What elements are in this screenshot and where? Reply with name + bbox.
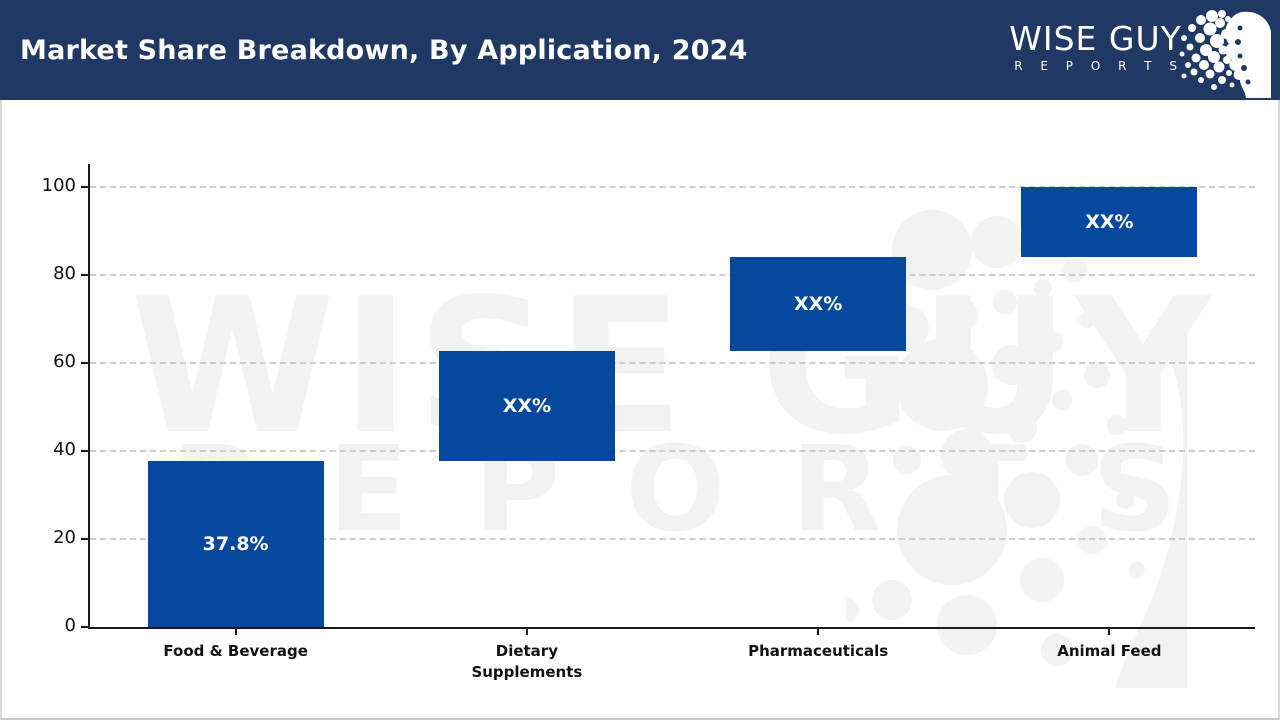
y-tick-mark <box>81 450 89 452</box>
y-axis-line <box>88 164 90 629</box>
brand-subtitle: R E P O R T S <box>1014 59 1184 73</box>
bar-value-label: XX% <box>1085 210 1134 233</box>
x-category-label: Food & Beverage <box>163 642 308 660</box>
brand-name: WISE GUY <box>1009 19 1182 58</box>
gridline <box>90 538 1255 540</box>
y-tick-mark <box>81 538 89 540</box>
chart-panel: WISE GUY R E P O R T S 0 20 40 60 80 100 37.8%… <box>0 100 1280 720</box>
dot-face-logo-icon <box>1179 10 1271 98</box>
y-tick-mark <box>81 274 89 276</box>
brand-logo-text: WISE GUY R E P O R T S <box>1009 22 1184 73</box>
x-tick-mark <box>525 627 528 635</box>
y-tick-mark <box>81 626 89 628</box>
brand-logo: WISE GUY R E P O R T S <box>1009 10 1274 98</box>
gridline <box>90 274 1255 276</box>
bar-segment <box>1021 187 1198 257</box>
x-axis-line <box>88 627 1255 629</box>
y-tick-label: 60 <box>53 351 76 372</box>
x-tick-mark <box>817 627 820 635</box>
header-bar: Market Share Breakdown, By Application, … <box>0 0 1280 100</box>
y-tick-mark <box>81 362 89 364</box>
bar-value-label: XX% <box>793 293 843 316</box>
x-tick-mark <box>234 627 237 635</box>
bar-segment <box>438 351 615 461</box>
y-tick-label: 0 <box>64 615 76 636</box>
x-tick-mark <box>1108 627 1111 635</box>
x-category-label: Dietary Supplements <box>471 642 583 681</box>
y-tick-mark <box>81 186 89 188</box>
gridline <box>90 362 1255 364</box>
y-tick-label: 40 <box>53 439 76 460</box>
bar-segment <box>730 256 907 352</box>
y-tick-label: 20 <box>53 527 76 548</box>
gridline <box>90 450 1255 452</box>
bar-value-label: 37.8% <box>202 532 269 555</box>
gridline <box>90 186 1255 188</box>
x-category-label: Pharmaceuticals <box>748 642 889 660</box>
bar-segment <box>147 460 324 627</box>
y-tick-label: 100 <box>41 175 76 196</box>
bar-value-label: XX% <box>502 394 552 417</box>
page-title: Market Share Breakdown, By Application, … <box>20 34 748 66</box>
y-tick-label: 80 <box>53 263 76 284</box>
x-category-label: Animal Feed <box>1057 642 1162 660</box>
